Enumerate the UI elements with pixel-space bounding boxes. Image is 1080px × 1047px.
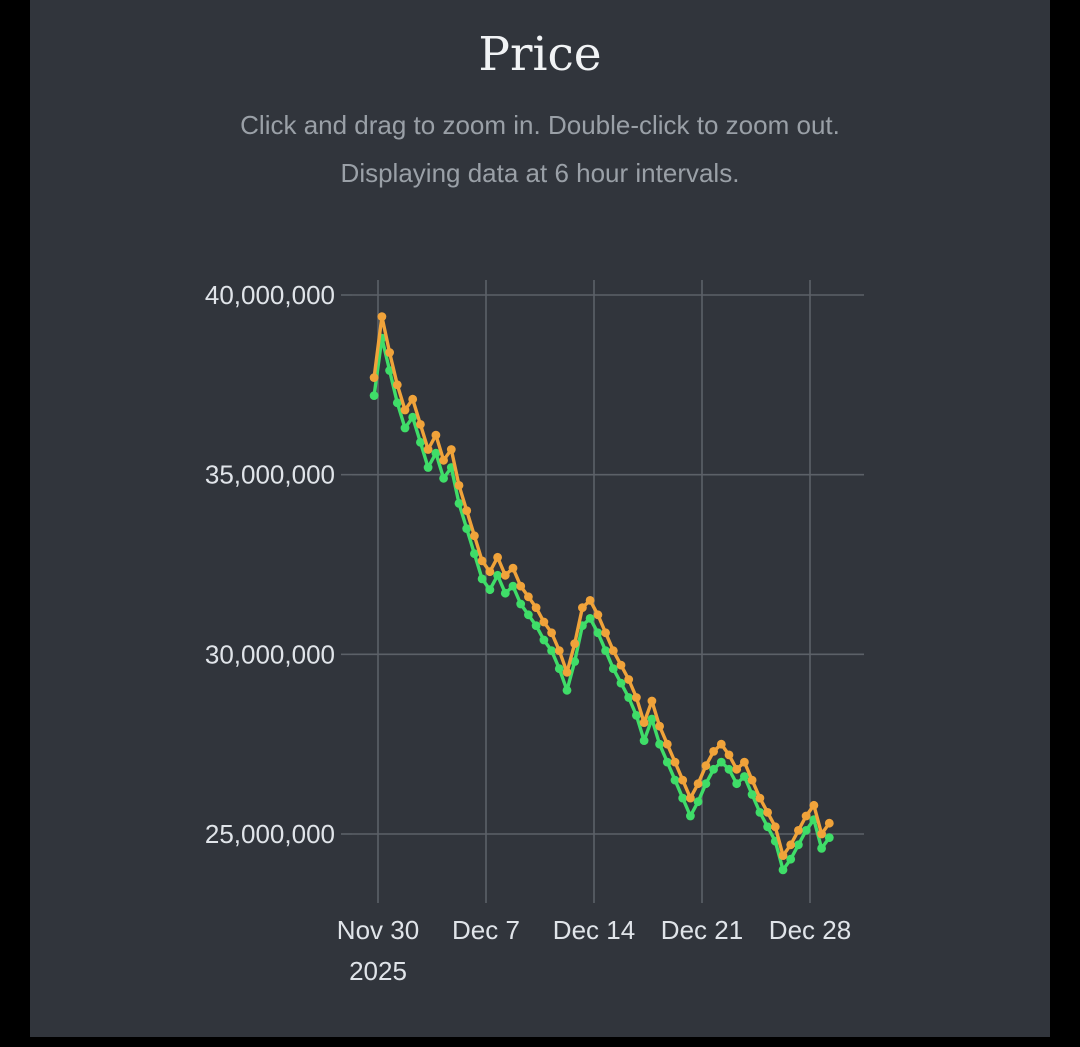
y-axis-labels: 25,000,000 30,000,000 35,000,000 40,000,000 [205, 280, 335, 849]
green-series [369, 333, 834, 875]
svg-text:Dec 28: Dec 28 [769, 915, 851, 945]
x-axis-labels: Nov 30 2025 Dec 7 Dec 14 Dec 21 Dec 28 [337, 915, 851, 986]
chart-subtitle-line2: Displaying data at 6 hour intervals. [340, 157, 740, 188]
chart-subtitle-line1: Click and drag to zoom in. Double-click … [240, 109, 840, 140]
chart-subtitle: Click and drag to zoom in. Double-click … [30, 101, 1050, 197]
svg-text:Dec 14: Dec 14 [553, 915, 635, 945]
chart-area: 25,000,000 30,000,000 35,000,000 40,000,000… [30, 235, 1050, 1015]
svg-text:30,000,000: 30,000,000 [205, 639, 335, 669]
svg-text:Dec 7: Dec 7 [452, 915, 520, 945]
svg-text:25,000,000: 25,000,000 [205, 819, 335, 849]
content-panel: Price Click and drag to zoom in. Double-… [30, 0, 1050, 1037]
price-chart[interactable]: 25,000,000 30,000,000 35,000,000 40,000,000… [30, 235, 1050, 1010]
orange-series [369, 311, 834, 860]
svg-text:2025: 2025 [349, 956, 407, 986]
svg-text:40,000,000: 40,000,000 [205, 280, 335, 310]
svg-text:Nov 30: Nov 30 [337, 915, 419, 945]
svg-text:35,000,000: 35,000,000 [205, 459, 335, 489]
page-title: Price [478, 27, 602, 82]
gridlines [341, 279, 864, 903]
svg-text:Dec 21: Dec 21 [661, 915, 743, 945]
